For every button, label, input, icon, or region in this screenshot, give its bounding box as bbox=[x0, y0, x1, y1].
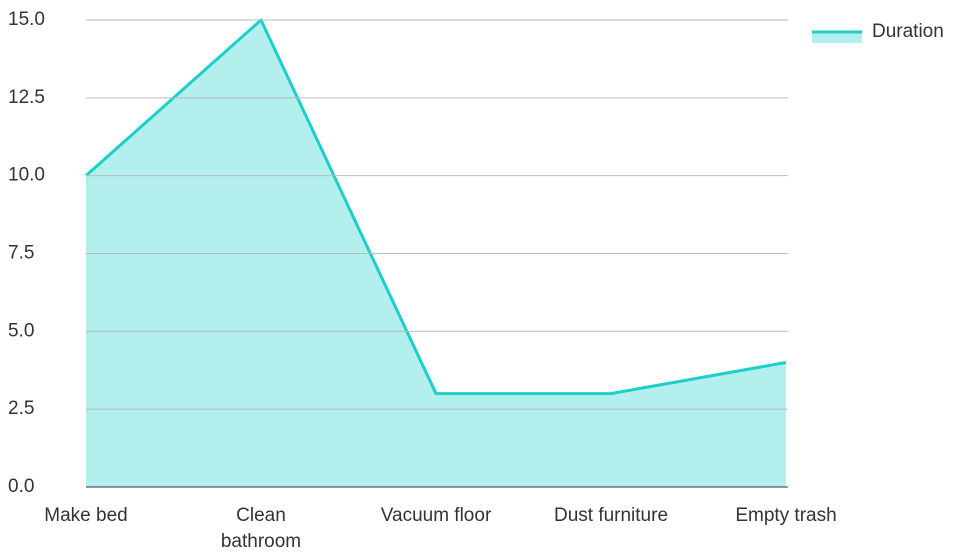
x-tick-label: Dust furniture bbox=[553, 505, 669, 526]
x-tick-label: Clean bathroom bbox=[220, 505, 302, 552]
y-tick-label: 15.0 bbox=[8, 9, 45, 30]
y-tick-label: 5.0 bbox=[8, 320, 34, 341]
line bbox=[85, 18, 787, 396]
y-tick-label: 7.5 bbox=[8, 243, 34, 264]
y-tick-label: 10.0 bbox=[8, 165, 45, 186]
x-tick-label: Make bed bbox=[44, 505, 128, 526]
legend-label: Duration bbox=[872, 21, 944, 42]
y-tick-label: 12.5 bbox=[8, 87, 45, 108]
area bbox=[86, 20, 786, 487]
y-tick-label: 0.0 bbox=[8, 476, 34, 497]
x-tick-label: Empty trash bbox=[735, 505, 837, 526]
x-tick-label: Vacuum floor bbox=[380, 505, 492, 526]
legend-swatch-fill bbox=[812, 33, 862, 43]
y-tick-label: 2.5 bbox=[8, 398, 34, 419]
